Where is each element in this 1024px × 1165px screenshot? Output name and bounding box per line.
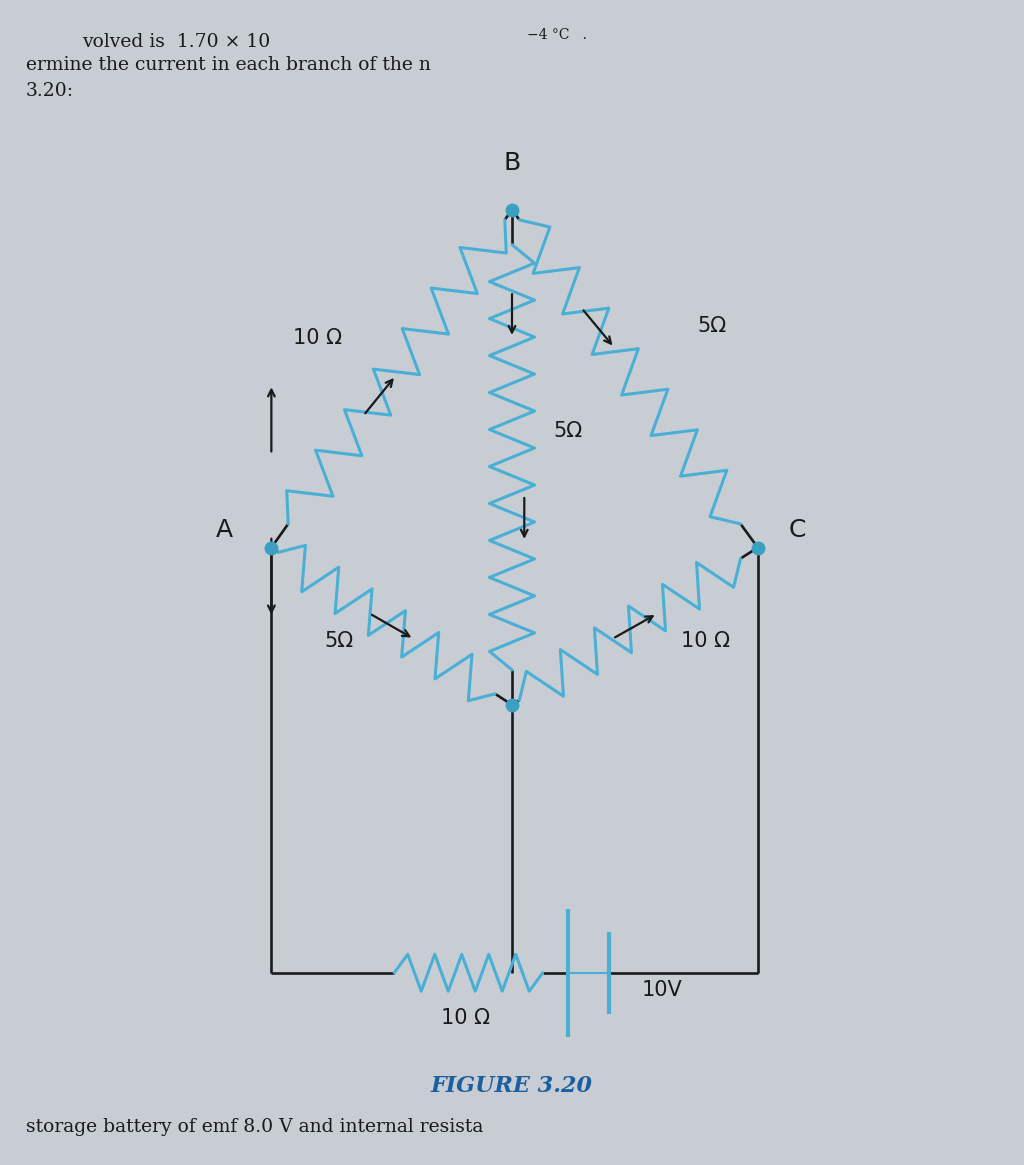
Text: A: A <box>215 518 232 542</box>
Text: volved is  1.70 × 10: volved is 1.70 × 10 <box>82 33 270 50</box>
Text: ermine the current in each branch of the n: ermine the current in each branch of the… <box>26 56 430 73</box>
Text: 5Ω: 5Ω <box>697 316 726 337</box>
Text: 10 Ω: 10 Ω <box>681 630 730 651</box>
Text: −4 °C   .: −4 °C . <box>527 28 587 42</box>
Text: 3.20:: 3.20: <box>26 82 74 99</box>
Text: storage battery of emf 8.0 V and internal resista: storage battery of emf 8.0 V and interna… <box>26 1118 483 1136</box>
Text: B: B <box>504 150 520 175</box>
Text: 5Ω: 5Ω <box>325 630 353 651</box>
Text: 10V: 10V <box>642 980 683 1001</box>
Text: FIGURE 3.20: FIGURE 3.20 <box>431 1075 593 1096</box>
Text: 10 Ω: 10 Ω <box>441 1008 490 1028</box>
Text: 5Ω: 5Ω <box>553 421 582 442</box>
Text: C: C <box>788 518 806 542</box>
Text: 10 Ω: 10 Ω <box>293 327 342 348</box>
